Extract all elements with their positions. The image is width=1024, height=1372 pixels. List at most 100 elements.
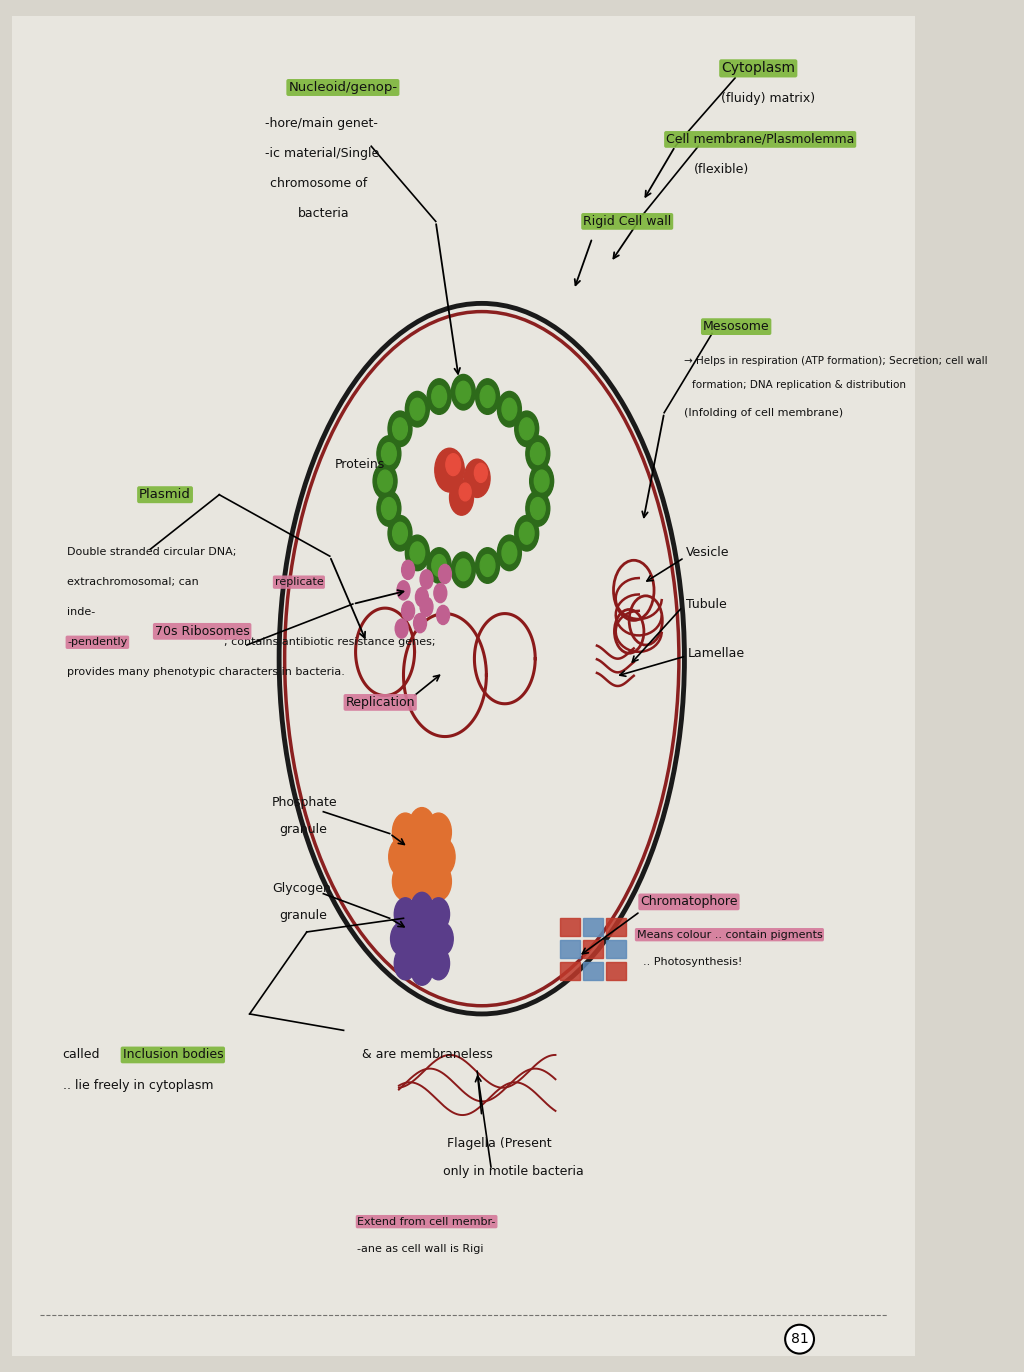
Circle shape xyxy=(394,947,417,980)
Text: provides many phenotypic characters in bacteria.: provides many phenotypic characters in b… xyxy=(68,667,345,678)
Text: only in motile bacteria: only in motile bacteria xyxy=(443,1165,584,1177)
Circle shape xyxy=(519,418,535,440)
Circle shape xyxy=(464,460,490,498)
Circle shape xyxy=(502,398,517,420)
Circle shape xyxy=(411,952,433,985)
Text: Chromatophore: Chromatophore xyxy=(640,896,737,908)
Circle shape xyxy=(390,922,413,955)
Circle shape xyxy=(377,436,400,472)
Circle shape xyxy=(401,560,415,579)
Circle shape xyxy=(475,547,500,583)
Bar xyxy=(560,962,581,980)
Text: Flagella (Present: Flagella (Present xyxy=(446,1137,551,1150)
Circle shape xyxy=(498,535,521,571)
Circle shape xyxy=(535,471,549,493)
Text: replicate: replicate xyxy=(274,578,324,587)
Text: .. lie freely in cytoplasm: .. lie freely in cytoplasm xyxy=(62,1078,213,1092)
Circle shape xyxy=(529,464,554,499)
Text: Vesicle: Vesicle xyxy=(686,546,730,558)
Circle shape xyxy=(406,391,429,427)
Circle shape xyxy=(392,814,418,852)
Text: Tubule: Tubule xyxy=(686,598,727,611)
Text: 70s Ribosomes: 70s Ribosomes xyxy=(155,624,250,638)
Text: granule: granule xyxy=(280,910,327,922)
Circle shape xyxy=(435,449,464,493)
Circle shape xyxy=(388,516,412,552)
Circle shape xyxy=(401,908,424,941)
Circle shape xyxy=(515,516,539,552)
Circle shape xyxy=(395,619,409,638)
Text: chromosome of: chromosome of xyxy=(270,177,368,189)
Circle shape xyxy=(530,443,545,465)
Text: -ic material/Single: -ic material/Single xyxy=(265,147,380,159)
Text: Cell membrane/Plasmolemma: Cell membrane/Plasmolemma xyxy=(666,133,854,145)
Circle shape xyxy=(452,375,475,410)
Bar xyxy=(560,918,581,936)
Text: Proteins: Proteins xyxy=(335,458,385,471)
Circle shape xyxy=(498,391,521,427)
Circle shape xyxy=(409,838,435,875)
Circle shape xyxy=(411,892,433,925)
Circle shape xyxy=(373,464,397,499)
Circle shape xyxy=(377,491,400,527)
Text: 81: 81 xyxy=(791,1332,809,1346)
Circle shape xyxy=(432,386,446,407)
Circle shape xyxy=(427,547,452,583)
Text: Lamellae: Lamellae xyxy=(688,646,745,660)
Circle shape xyxy=(389,838,415,875)
Circle shape xyxy=(426,814,452,852)
Circle shape xyxy=(530,498,545,520)
Circle shape xyxy=(438,564,452,583)
Text: -ane as cell wall is Rigi: -ane as cell wall is Rigi xyxy=(357,1244,484,1254)
Bar xyxy=(583,962,603,980)
Circle shape xyxy=(369,628,401,676)
Circle shape xyxy=(426,862,452,900)
Circle shape xyxy=(397,580,410,600)
Circle shape xyxy=(515,412,539,447)
Text: -pendently: -pendently xyxy=(68,637,128,648)
Text: Means colour .. contain pigments: Means colour .. contain pigments xyxy=(637,930,822,940)
Circle shape xyxy=(378,471,392,493)
Circle shape xyxy=(427,379,452,414)
Bar xyxy=(606,918,627,936)
Circle shape xyxy=(488,634,521,683)
Text: Mesosome: Mesosome xyxy=(702,320,769,333)
Circle shape xyxy=(474,464,487,483)
Text: formation; DNA replication & distribution: formation; DNA replication & distributio… xyxy=(692,380,906,391)
Circle shape xyxy=(434,583,446,602)
Circle shape xyxy=(420,638,470,712)
Text: & are membraneless: & are membraneless xyxy=(362,1048,493,1062)
Text: .. Photosynthesis!: .. Photosynthesis! xyxy=(643,958,742,967)
Circle shape xyxy=(420,597,433,616)
Text: Phosphate: Phosphate xyxy=(271,796,337,808)
Circle shape xyxy=(406,535,429,571)
Circle shape xyxy=(420,908,442,941)
Circle shape xyxy=(392,418,408,440)
Text: → Helps in respiration (ATP formation); Secretion; cell wall: → Helps in respiration (ATP formation); … xyxy=(684,355,988,366)
Text: Double stranded circular DNA;: Double stranded circular DNA; xyxy=(68,547,237,557)
Text: (fluidy) matrix): (fluidy) matrix) xyxy=(721,92,815,104)
Circle shape xyxy=(401,601,415,620)
Text: extrachromosomal; can: extrachromosomal; can xyxy=(68,578,199,587)
Circle shape xyxy=(392,523,408,545)
Text: -hore/main genet-: -hore/main genet- xyxy=(265,117,378,129)
Circle shape xyxy=(480,386,495,407)
Circle shape xyxy=(410,542,425,564)
Circle shape xyxy=(519,523,535,545)
Circle shape xyxy=(450,480,473,516)
Circle shape xyxy=(452,552,475,587)
Bar xyxy=(583,918,603,936)
Circle shape xyxy=(427,897,450,930)
Circle shape xyxy=(480,554,495,576)
Circle shape xyxy=(420,569,433,589)
Circle shape xyxy=(432,554,446,576)
Circle shape xyxy=(445,454,461,476)
Circle shape xyxy=(411,922,433,955)
Bar xyxy=(560,940,581,958)
Circle shape xyxy=(431,922,454,955)
Circle shape xyxy=(410,398,425,420)
Text: called: called xyxy=(62,1048,100,1062)
Bar xyxy=(606,962,627,980)
Circle shape xyxy=(502,542,517,564)
Circle shape xyxy=(401,936,424,969)
